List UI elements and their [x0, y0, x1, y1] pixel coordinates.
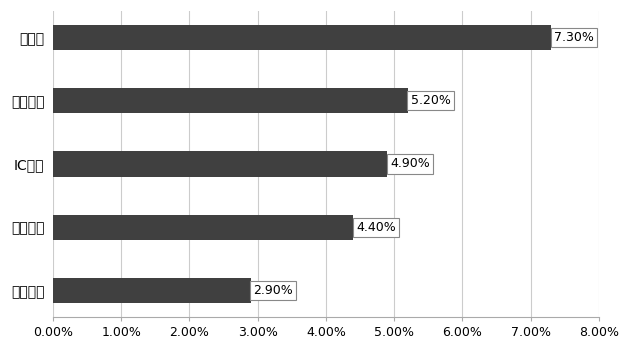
Text: 4.90%: 4.90% [390, 158, 430, 170]
Bar [53, 215, 353, 240]
Bar [53, 25, 551, 50]
Text: 2.90%: 2.90% [254, 284, 294, 297]
Text: 4.40%: 4.40% [356, 220, 396, 234]
Bar [53, 278, 251, 303]
Text: 5.20%: 5.20% [411, 94, 450, 107]
Bar [53, 151, 387, 177]
Text: 7.30%: 7.30% [554, 31, 593, 44]
Bar [53, 88, 408, 113]
